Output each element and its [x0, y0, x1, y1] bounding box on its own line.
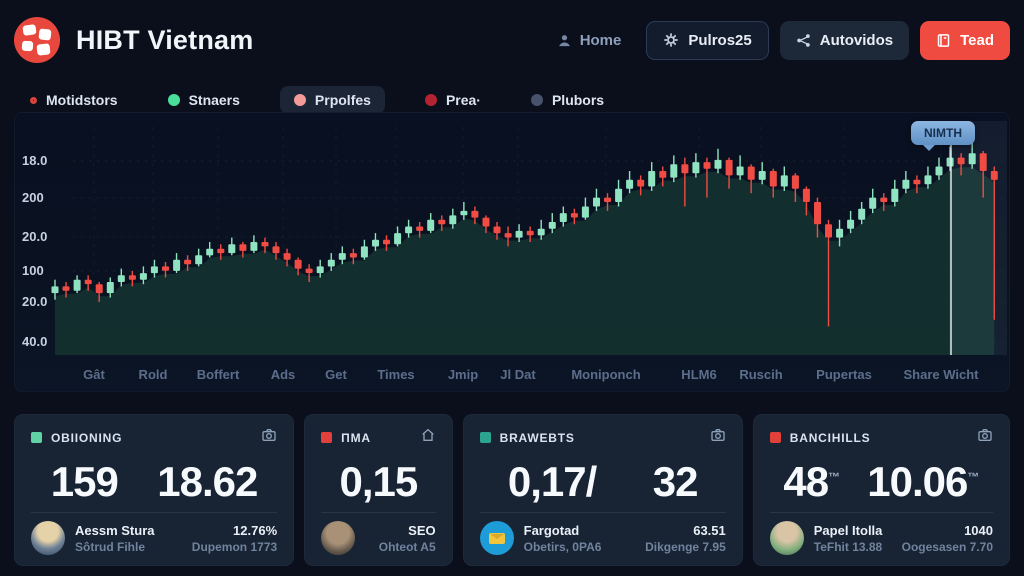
- x-axis-tick: Moniponch: [571, 367, 641, 382]
- y-axis-tick: 20.0: [22, 229, 48, 244]
- x-axis-tick: Jmip: [447, 367, 479, 382]
- stat-change-sub: Dikgenge 7.95: [645, 539, 726, 554]
- x-axis-tick: Boffert: [196, 367, 240, 382]
- pulros-button-label: Pulros25: [688, 31, 752, 49]
- filter-stnaers[interactable]: Stnaers: [158, 86, 250, 114]
- x-axis-tick: Ads: [270, 367, 296, 382]
- x-axis-tick: Times: [377, 367, 415, 382]
- stat-change: SEO: [408, 522, 436, 538]
- camera-icon[interactable]: [710, 427, 726, 448]
- accent-square-icon: [769, 432, 781, 443]
- y-axis-tick: 20.0: [22, 294, 48, 309]
- tead-button[interactable]: Tead: [920, 20, 1010, 60]
- green-dot-icon: [167, 94, 180, 106]
- x-axis-tick: Rold: [138, 367, 168, 382]
- gray-dot-icon: [530, 94, 543, 106]
- x-axis-tick: Ruscih: [739, 367, 783, 382]
- stat-value: 18.62: [157, 458, 258, 505]
- person-name: Fargotad: [523, 522, 580, 538]
- card-title: BRAWEBTS: [499, 430, 575, 445]
- card-title: ПMA: [341, 430, 371, 445]
- filter-label: Plubors: [551, 92, 605, 108]
- accent-square-icon: [479, 432, 491, 443]
- red-ring-icon: [30, 96, 37, 104]
- stat-card-brawebts: BRAWEBTS 0,17/ 32 Fargotad Obetirs, 0PA6…: [462, 414, 743, 566]
- autovidos-button-label: Autovidos: [819, 31, 894, 49]
- y-axis-tick: 40.0: [22, 334, 48, 349]
- trademark-sup: ™: [967, 470, 980, 484]
- candlestick-chart[interactable]: [15, 113, 1011, 363]
- stat-card-obiioning: OBIIONING 159 18.62 Aessm Stura Sôtrud F…: [14, 414, 295, 566]
- filter-label: Stnaers: [188, 92, 240, 108]
- darkred-dot-icon: [424, 94, 437, 106]
- person-subtitle: Obetirs, 0PA6: [523, 539, 602, 554]
- filter-label: Prea·: [445, 92, 481, 108]
- x-axis-tick: Gât: [83, 367, 105, 382]
- stat-value: 48™: [783, 458, 841, 505]
- avatar[interactable]: [31, 521, 65, 555]
- person-name: Aessm Stura: [75, 522, 155, 538]
- accent-square-icon: [321, 432, 333, 443]
- gear-icon: [663, 32, 679, 48]
- filter-label: Prpolfes: [314, 92, 371, 108]
- filter-prea[interactable]: Prea·: [415, 86, 491, 114]
- tead-button-label: Tead: [960, 31, 994, 49]
- pink-dot-icon: [293, 94, 306, 106]
- app-title: HIBT Vietnam: [76, 24, 254, 55]
- x-axis-tick: Jl Dat: [500, 367, 536, 382]
- camera-icon[interactable]: [261, 427, 277, 448]
- stat-value: 0,17/: [507, 458, 597, 505]
- book-icon: [936, 33, 951, 48]
- x-axis-tick: HLM6: [681, 367, 717, 382]
- x-axis-tick: Pupertas: [816, 367, 872, 382]
- app-header: HIBT Vietnam Home Pulros25 Autovidos Tea…: [0, 0, 1024, 80]
- stat-change: 63.51: [693, 522, 726, 538]
- filter-prpolfes[interactable]: Prpolfes: [279, 86, 385, 114]
- stat-change-sub: Ohteot A5: [378, 539, 436, 554]
- stat-cards-row: OBIIONING 159 18.62 Aessm Stura Sôtrud F…: [14, 414, 1010, 566]
- app-logo-icon[interactable]: [14, 17, 60, 63]
- autovidos-button[interactable]: Autovidos: [779, 20, 910, 60]
- stat-change: 12.76%: [233, 522, 278, 538]
- stat-change-sub: Oogesasen 7.70: [901, 539, 993, 554]
- y-axis-tick: 100: [22, 263, 44, 278]
- stat-change: 1040: [964, 522, 993, 538]
- x-axis-tick: Share Wicht: [903, 367, 979, 382]
- person-subtitle: TeFhit 13.88: [813, 539, 883, 554]
- user-icon: [557, 33, 572, 48]
- card-title: BANCIHILLS: [789, 430, 871, 445]
- accent-square-icon: [31, 432, 42, 443]
- stat-value: 32: [652, 458, 699, 505]
- chart-tooltip: NIMTH: [911, 121, 975, 151]
- stat-value: 159: [50, 458, 119, 505]
- filter-motidstors[interactable]: Motidstors: [20, 86, 128, 114]
- stat-change-sub: Dupemon 1773: [191, 539, 278, 554]
- avatar[interactable]: [769, 521, 804, 555]
- stat-value: 0,15: [339, 458, 419, 505]
- avatar-envelope-icon[interactable]: [479, 521, 514, 555]
- nav-home-label: Home: [579, 31, 622, 49]
- filter-label: Motidstors: [46, 92, 118, 108]
- filter-plubors[interactable]: Plubors: [521, 86, 614, 114]
- home-icon[interactable]: [420, 427, 436, 448]
- person-name: Papel Itolla: [813, 522, 883, 538]
- y-axis-tick: 18.0: [22, 153, 48, 168]
- avatar[interactable]: [321, 521, 356, 555]
- nav-home-link[interactable]: Home: [557, 31, 622, 49]
- stat-card-bancihills: BANCIHILLS 48™ 10.06™ Papel Itolla TeFhi…: [752, 414, 1010, 566]
- filter-bar: Motidstors Stnaers Prpolfes Prea· Plubor…: [20, 84, 614, 116]
- pulros-button[interactable]: Pulros25: [646, 20, 769, 60]
- camera-icon[interactable]: [977, 427, 993, 448]
- person-subtitle: Sôtrud Fihle: [75, 539, 145, 554]
- candlestick-chart-panel[interactable]: 18.0 200 20.0 100 20.0 40.0 Gât Rold Boffert Ads…: [14, 112, 1010, 392]
- stat-card-pma: ПMA 0,15 SEO Ohteot A5: [304, 414, 453, 566]
- trademark-sup: ™: [828, 470, 841, 484]
- main-nav: Home Pulros25 Autovidos Tead: [557, 20, 1010, 60]
- share-icon: [796, 33, 811, 48]
- card-title: OBIIONING: [51, 430, 123, 445]
- stat-value: 10.06™: [867, 458, 980, 505]
- y-axis-tick: 200: [22, 190, 44, 205]
- x-axis-tick: Get: [325, 367, 347, 382]
